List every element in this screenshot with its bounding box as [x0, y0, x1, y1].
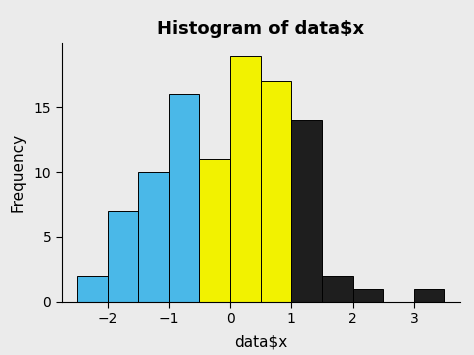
Bar: [230, 55, 261, 302]
Bar: [261, 81, 292, 302]
Bar: [200, 159, 230, 302]
Bar: [414, 289, 445, 302]
Y-axis label: Frequency: Frequency: [10, 133, 25, 212]
Bar: [77, 276, 108, 302]
Bar: [353, 289, 383, 302]
Bar: [292, 120, 322, 302]
Bar: [169, 94, 200, 302]
Title: Histogram of data$x: Histogram of data$x: [157, 20, 364, 38]
Bar: [322, 276, 353, 302]
Bar: [108, 211, 138, 302]
X-axis label: data$x: data$x: [234, 334, 287, 350]
Bar: [138, 172, 169, 302]
